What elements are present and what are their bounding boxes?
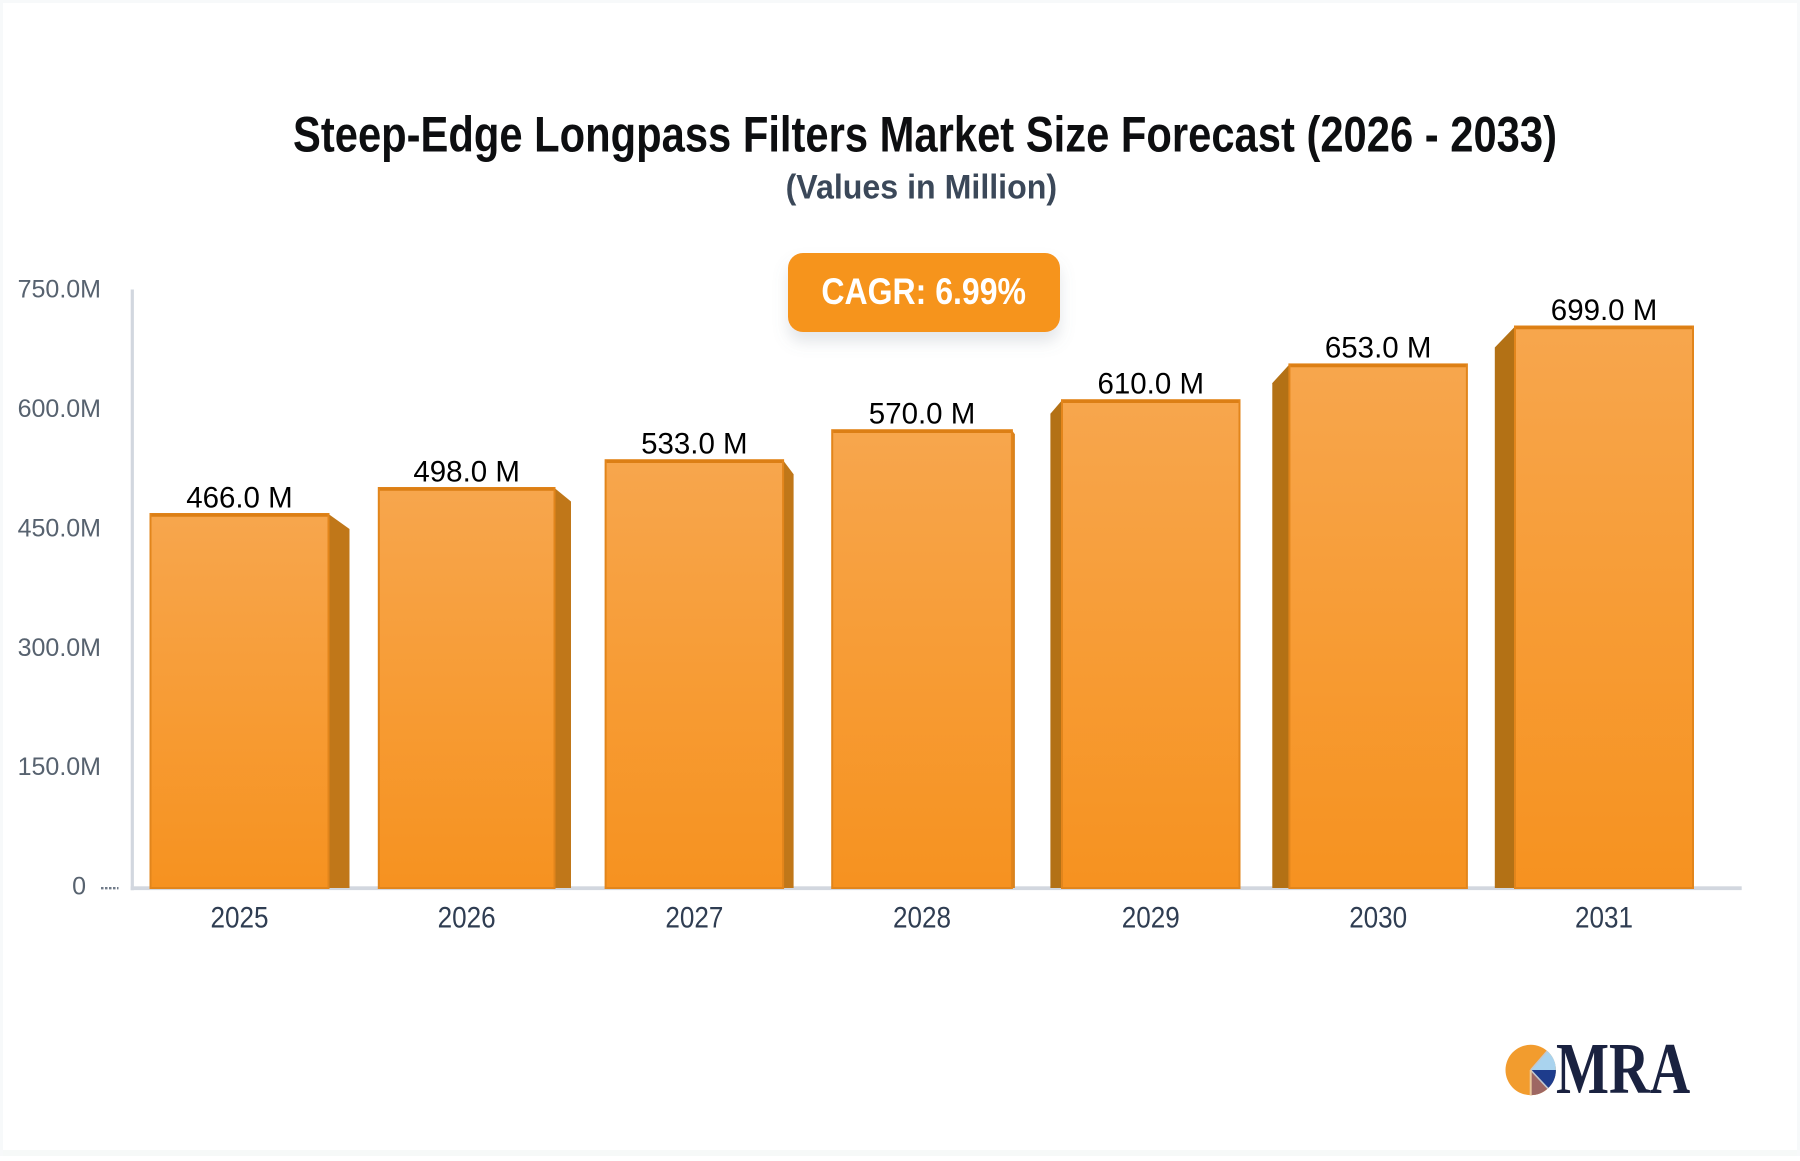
svg-text:150.0M: 150.0M — [18, 753, 101, 781]
svg-text:600.0M: 600.0M — [18, 395, 101, 423]
svg-text:610.0 M: 610.0 M — [1098, 368, 1205, 401]
svg-text:CAGR: 6.99%: CAGR: 6.99% — [821, 271, 1026, 312]
svg-text:498.0 M: 498.0 M — [413, 455, 520, 488]
svg-text:0: 0 — [72, 873, 86, 901]
svg-text:570.0 M: 570.0 M — [869, 398, 976, 431]
svg-text:2030: 2030 — [1349, 902, 1407, 935]
svg-text:300.0M: 300.0M — [18, 634, 101, 662]
svg-text:750.0M: 750.0M — [18, 276, 101, 304]
svg-text:2031: 2031 — [1575, 902, 1633, 935]
svg-text:2028: 2028 — [893, 902, 951, 935]
svg-text:699.0 M: 699.0 M — [1551, 294, 1658, 327]
svg-text:MRA: MRA — [1556, 1029, 1690, 1110]
svg-text:2027: 2027 — [665, 902, 723, 935]
svg-text:2026: 2026 — [438, 902, 496, 935]
svg-text:Steep-Edge Longpass Filters Ma: Steep-Edge Longpass Filters Market Size … — [293, 107, 1557, 163]
svg-text:(Values in Million): (Values in Million) — [786, 169, 1058, 207]
svg-text:466.0 M: 466.0 M — [186, 481, 293, 514]
svg-text:533.0 M: 533.0 M — [641, 428, 748, 461]
svg-text:2029: 2029 — [1122, 902, 1180, 935]
svg-text:653.0 M: 653.0 M — [1325, 332, 1432, 365]
svg-text:450.0M: 450.0M — [18, 514, 101, 542]
svg-text:2025: 2025 — [211, 902, 269, 935]
